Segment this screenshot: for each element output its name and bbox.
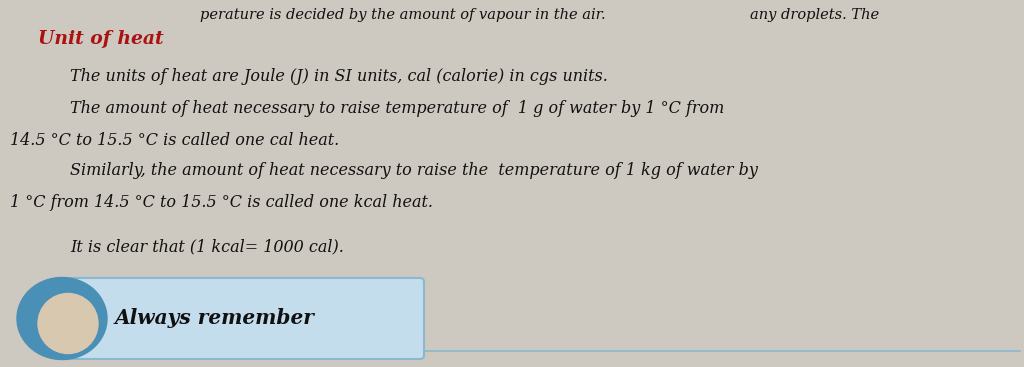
Text: Always remember: Always remember (115, 309, 314, 328)
Text: 1 °C from 14.5 °C to 15.5 °C is called one kcal heat.: 1 °C from 14.5 °C to 15.5 °C is called o… (10, 194, 433, 211)
Ellipse shape (38, 294, 98, 353)
Text: any droplets. The: any droplets. The (750, 8, 880, 22)
Text: It is clear that (1 kcal= 1000 cal).: It is clear that (1 kcal= 1000 cal). (70, 238, 344, 255)
Text: Unit of heat: Unit of heat (38, 30, 164, 48)
Text: Similarly, the amount of heat necessary to raise the  temperature of 1 kg of wat: Similarly, the amount of heat necessary … (70, 162, 758, 179)
Text: The units of heat are Joule (J) in SI units, cal (calorie) in cgs units.: The units of heat are Joule (J) in SI un… (70, 68, 608, 85)
FancyBboxPatch shape (61, 278, 424, 359)
Text: 14.5 °C to 15.5 °C is called one cal heat.: 14.5 °C to 15.5 °C is called one cal hea… (10, 132, 339, 149)
Text: perature is decided by the amount of vapour in the air.: perature is decided by the amount of vap… (200, 8, 605, 22)
Ellipse shape (17, 277, 106, 360)
Text: The amount of heat necessary to raise temperature of  1 g of water by 1 °C from: The amount of heat necessary to raise te… (70, 100, 724, 117)
